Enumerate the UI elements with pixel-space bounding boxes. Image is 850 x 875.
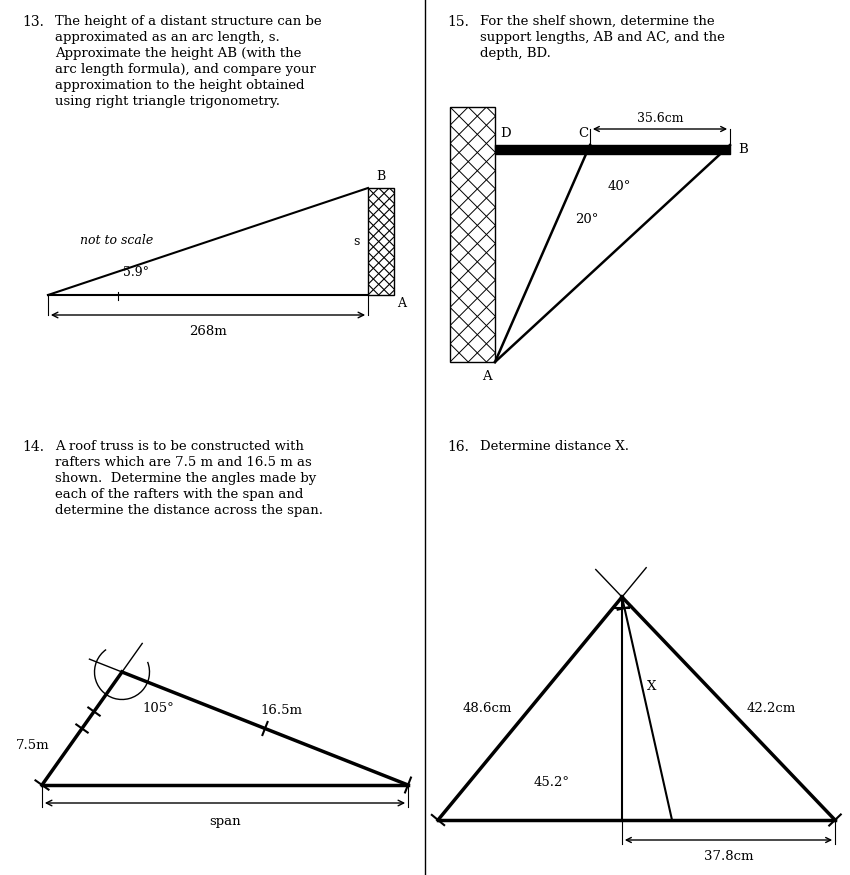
Text: 48.6cm: 48.6cm: [462, 702, 512, 715]
Text: 268m: 268m: [189, 325, 227, 338]
Text: 20°: 20°: [575, 213, 598, 226]
Text: 14.: 14.: [22, 440, 44, 454]
Text: rafters which are 7.5 m and 16.5 m as: rafters which are 7.5 m and 16.5 m as: [55, 456, 312, 469]
Text: B: B: [738, 143, 748, 156]
Text: not to scale: not to scale: [80, 234, 153, 247]
Text: 42.2cm: 42.2cm: [746, 702, 796, 715]
Text: 7.5m: 7.5m: [16, 739, 50, 752]
Bar: [368, 188, 394, 295]
Text: 105°: 105°: [142, 702, 173, 715]
Text: 45.2°: 45.2°: [534, 775, 570, 788]
Text: 5.9°: 5.9°: [123, 267, 149, 279]
Text: depth, BD.: depth, BD.: [480, 47, 551, 60]
Text: 13.: 13.: [22, 15, 44, 29]
Text: C: C: [578, 127, 588, 140]
Text: arc length formula), and compare your: arc length formula), and compare your: [55, 63, 316, 76]
Text: D: D: [500, 127, 511, 140]
Text: Determine distance X.: Determine distance X.: [480, 440, 629, 453]
Text: The height of a distant structure can be: The height of a distant structure can be: [55, 15, 321, 28]
Text: determine the distance across the span.: determine the distance across the span.: [55, 504, 323, 517]
Text: shown.  Determine the angles made by: shown. Determine the angles made by: [55, 472, 316, 485]
Text: using right triangle trigonometry.: using right triangle trigonometry.: [55, 95, 280, 108]
Text: For the shelf shown, determine the: For the shelf shown, determine the: [480, 15, 715, 28]
Text: 16.5m: 16.5m: [261, 704, 303, 717]
Text: 15.: 15.: [447, 15, 469, 29]
Text: Approximate the height AB (with the: Approximate the height AB (with the: [55, 47, 302, 60]
Bar: [450, 107, 495, 362]
Text: 40°: 40°: [608, 180, 632, 193]
Text: each of the rafters with the span and: each of the rafters with the span and: [55, 488, 303, 501]
Text: X: X: [648, 680, 657, 693]
Text: B: B: [377, 170, 386, 183]
Text: A roof truss is to be constructed with: A roof truss is to be constructed with: [55, 440, 304, 453]
Text: s: s: [354, 235, 360, 248]
Text: 16.: 16.: [447, 440, 469, 454]
Text: A: A: [397, 297, 406, 310]
Text: approximation to the height obtained: approximation to the height obtained: [55, 79, 304, 92]
Text: approximated as an arc length, s.: approximated as an arc length, s.: [55, 31, 280, 44]
Text: support lengths, AB and AC, and the: support lengths, AB and AC, and the: [480, 31, 725, 44]
Text: A: A: [482, 370, 492, 383]
Text: span: span: [209, 815, 241, 828]
Text: 35.6cm: 35.6cm: [637, 112, 683, 125]
Text: 37.8cm: 37.8cm: [704, 850, 753, 863]
